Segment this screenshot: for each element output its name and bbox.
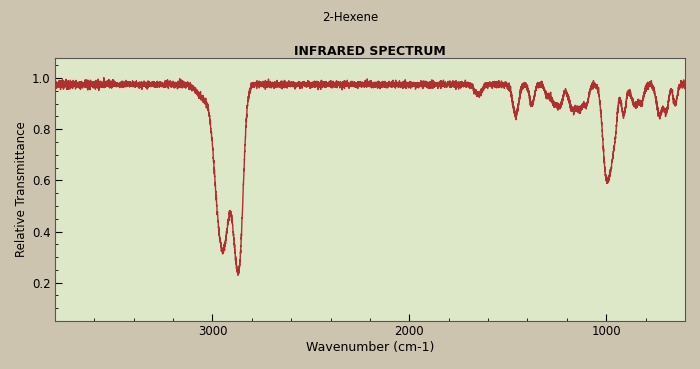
Text: 2-Hexene: 2-Hexene bbox=[322, 11, 378, 24]
Y-axis label: Relative Transmittance: Relative Transmittance bbox=[15, 121, 28, 257]
X-axis label: Wavenumber (cm-1): Wavenumber (cm-1) bbox=[306, 341, 434, 354]
Title: INFRARED SPECTRUM: INFRARED SPECTRUM bbox=[294, 45, 446, 58]
